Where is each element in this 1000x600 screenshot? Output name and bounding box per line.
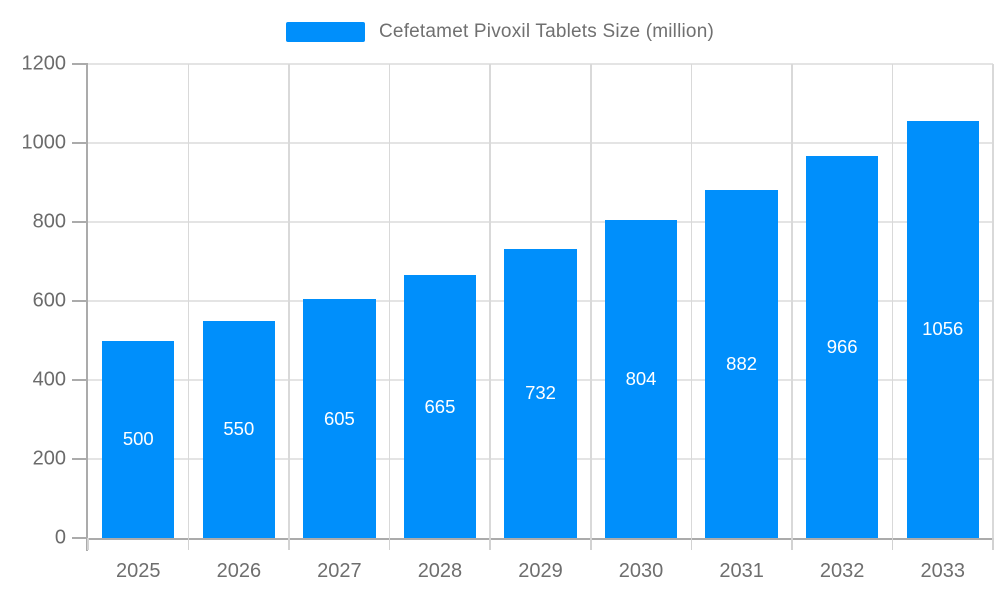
y-tick-label: 400 bbox=[32, 368, 66, 391]
bar-2032[interactable] bbox=[805, 156, 879, 538]
bar-value-label: 1056 bbox=[922, 318, 964, 340]
gridline-horizontal bbox=[88, 221, 993, 223]
y-tick-label: 600 bbox=[32, 289, 66, 312]
x-tick-label: 2032 bbox=[819, 560, 865, 582]
bar-value-label: 550 bbox=[223, 418, 255, 440]
gridline-vertical bbox=[590, 64, 592, 538]
y-tick-mark bbox=[72, 458, 88, 460]
gridline-vertical bbox=[791, 64, 793, 538]
gridline-vertical bbox=[288, 64, 290, 538]
bar-2025[interactable] bbox=[102, 340, 175, 538]
bar-2031[interactable] bbox=[705, 189, 778, 538]
x-tick-mark bbox=[288, 538, 290, 550]
x-tick-mark bbox=[791, 538, 793, 550]
x-tick-label: 2028 bbox=[417, 560, 463, 582]
bar-2028[interactable] bbox=[403, 275, 477, 538]
y-tick-mark bbox=[72, 379, 88, 381]
gridline-vertical bbox=[489, 64, 491, 538]
bar-value-label: 665 bbox=[424, 395, 456, 417]
y-axis: 0 200 400 600 800 1000 1200 bbox=[0, 53, 88, 549]
x-tick-label: 2027 bbox=[317, 560, 362, 582]
x-axis: 2025 2026 2027 2028 2029 2030 2031 2032 2033 bbox=[87, 538, 994, 600]
bar-value-label: 500 bbox=[122, 428, 154, 450]
x-tick-label: 2031 bbox=[719, 560, 764, 582]
bar-value-label: 605 bbox=[323, 407, 355, 429]
x-tick-label: 2026 bbox=[216, 560, 262, 582]
bar-2033[interactable] bbox=[906, 120, 979, 538]
x-tick-mark bbox=[992, 538, 994, 550]
gridline-horizontal bbox=[88, 63, 993, 65]
gridline-vertical bbox=[388, 64, 391, 538]
x-tick-label: 2029 bbox=[518, 560, 563, 582]
gridline-vertical bbox=[992, 64, 994, 538]
plot-area: 500 550 605 665 732 804 882 966 1056 bbox=[86, 63, 994, 551]
bar-value-label: 882 bbox=[726, 352, 758, 374]
bar-2029[interactable] bbox=[504, 248, 577, 538]
y-tick-label: 800 bbox=[32, 210, 66, 233]
x-tick-label: 2030 bbox=[618, 560, 664, 582]
gridline-vertical bbox=[690, 64, 693, 538]
y-axis-line bbox=[86, 64, 88, 551]
x-tick-mark bbox=[87, 538, 89, 550]
bar-value-label: 804 bbox=[625, 368, 657, 390]
x-tick-label: 2033 bbox=[920, 560, 965, 582]
gridline-horizontal bbox=[88, 142, 993, 144]
x-axis-line bbox=[86, 538, 993, 540]
bar-value-label: 966 bbox=[826, 336, 858, 358]
x-tick-label: 2025 bbox=[116, 560, 161, 582]
gridline-vertical bbox=[187, 64, 190, 538]
x-tick-mark bbox=[489, 538, 491, 550]
y-tick-label: 200 bbox=[32, 447, 66, 470]
y-tick-label: 0 bbox=[54, 526, 66, 549]
y-tick-mark bbox=[72, 537, 88, 539]
y-tick-label: 1000 bbox=[21, 131, 67, 154]
bar-2030[interactable] bbox=[604, 220, 678, 538]
x-tick-mark bbox=[891, 538, 894, 550]
y-tick-mark bbox=[72, 142, 88, 144]
x-tick-mark bbox=[690, 538, 693, 550]
bar-2027[interactable] bbox=[303, 299, 376, 538]
x-tick-mark bbox=[590, 538, 592, 550]
bar-value-label: 732 bbox=[525, 382, 556, 404]
legend-label: Cefetamet Pivoxil Tablets Size (million) bbox=[379, 21, 714, 42]
gridline-vertical bbox=[891, 64, 894, 538]
y-tick-mark bbox=[72, 221, 88, 223]
legend[interactable]: Cefetamet Pivoxil Tablets Size (million) bbox=[0, 21, 1000, 43]
bar-2026[interactable] bbox=[202, 320, 276, 538]
legend-swatch bbox=[286, 22, 365, 42]
x-tick-mark bbox=[187, 538, 190, 550]
y-tick-mark bbox=[72, 300, 88, 302]
y-tick-label: 1200 bbox=[21, 52, 67, 75]
y-tick-mark bbox=[72, 63, 88, 65]
x-tick-mark bbox=[388, 538, 391, 550]
